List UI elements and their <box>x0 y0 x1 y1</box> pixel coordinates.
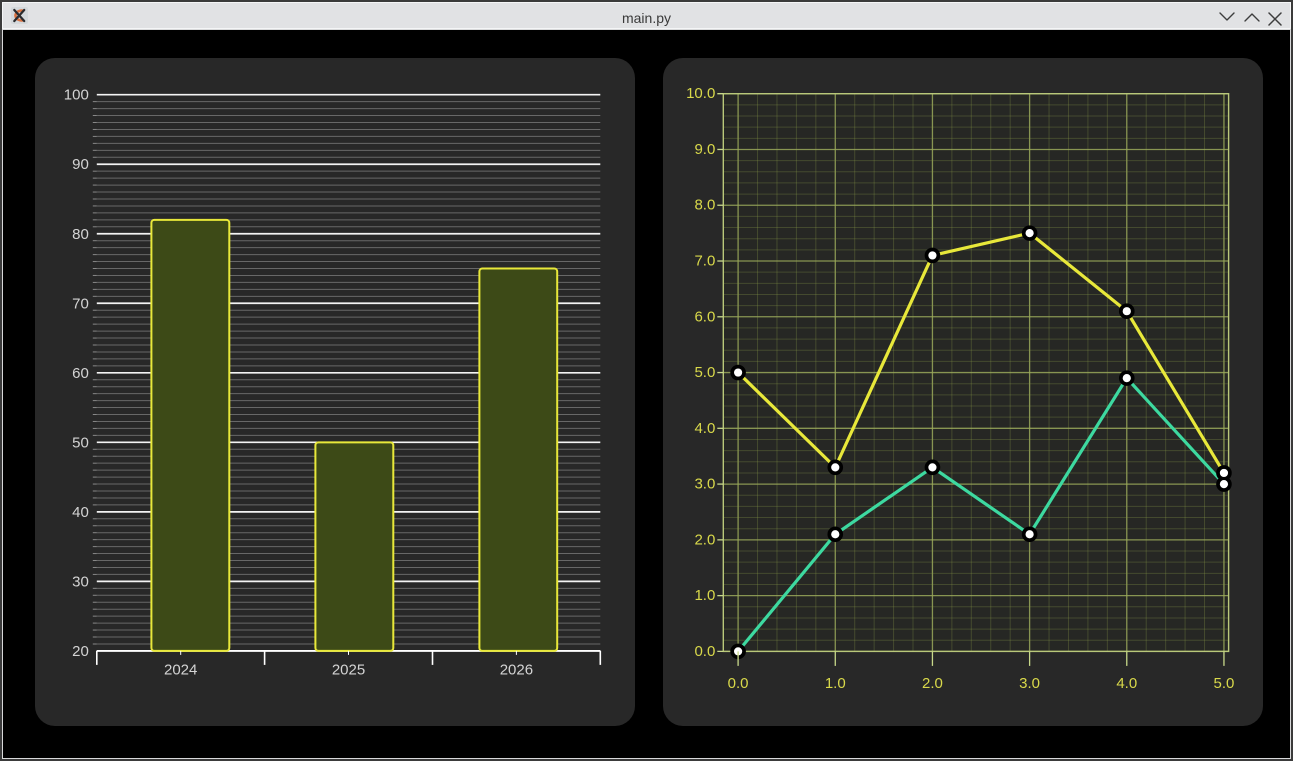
svg-text:2.0: 2.0 <box>694 531 715 548</box>
svg-text:3.0: 3.0 <box>1019 675 1040 692</box>
svg-text:5.0: 5.0 <box>694 364 715 381</box>
svg-text:8.0: 8.0 <box>694 197 715 214</box>
svg-text:2025: 2025 <box>332 661 365 678</box>
svg-text:1.0: 1.0 <box>825 675 846 692</box>
svg-text:60: 60 <box>72 365 89 382</box>
svg-text:30: 30 <box>72 573 89 590</box>
svg-text:90: 90 <box>72 156 89 173</box>
svg-text:70: 70 <box>72 295 89 312</box>
svg-text:80: 80 <box>72 226 89 243</box>
svg-text:6.0: 6.0 <box>694 308 715 325</box>
svg-text:20: 20 <box>72 643 89 660</box>
svg-text:3.0: 3.0 <box>694 476 715 493</box>
svg-text:5.0: 5.0 <box>1214 675 1235 692</box>
svg-text:40: 40 <box>72 504 89 521</box>
svg-text:0.0: 0.0 <box>728 675 749 692</box>
svg-text:2026: 2026 <box>500 661 533 678</box>
svg-text:2024: 2024 <box>164 661 197 678</box>
svg-text:4.0: 4.0 <box>694 420 715 437</box>
svg-text:1.0: 1.0 <box>694 587 715 604</box>
svg-text:0.0: 0.0 <box>694 643 715 660</box>
svg-text:4.0: 4.0 <box>1116 675 1137 692</box>
svg-text:9.0: 9.0 <box>694 141 715 158</box>
svg-text:50: 50 <box>72 434 89 451</box>
svg-text:100: 100 <box>64 87 89 104</box>
svg-text:10.0: 10.0 <box>686 85 715 102</box>
svg-text:7.0: 7.0 <box>694 253 715 270</box>
svg-text:2.0: 2.0 <box>922 675 943 692</box>
